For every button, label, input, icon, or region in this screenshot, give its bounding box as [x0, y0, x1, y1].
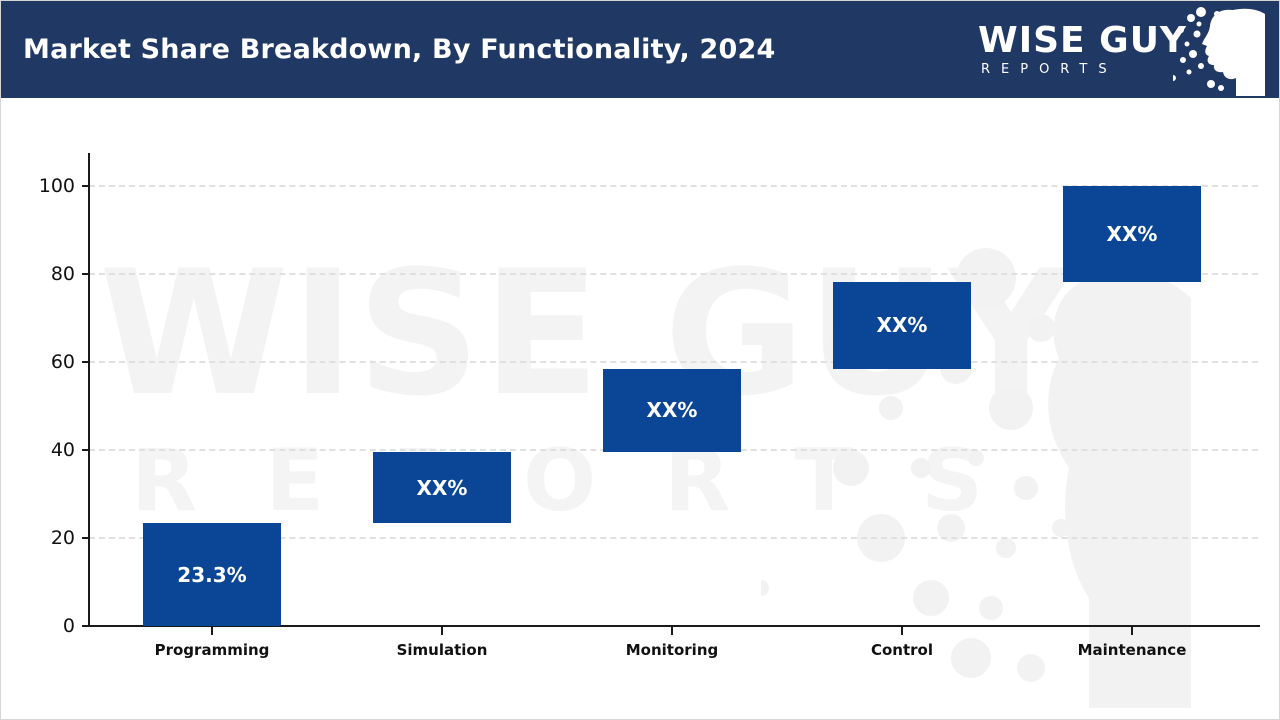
wise-guy-logo: WISE GUY REPORTS — [978, 3, 1265, 96]
bar-value-label-monitoring: XX% — [646, 398, 698, 423]
gridline-100 — [89, 185, 1258, 187]
y-axis-label-0: 0 — [62, 615, 75, 637]
bar-value-label-programming: 23.3% — [177, 562, 247, 587]
bar-maintenance — [1063, 186, 1201, 283]
gridline-60 — [89, 361, 1258, 363]
watermark-face-icon — [761, 248, 1191, 708]
bar-value-label-maintenance: XX% — [1106, 222, 1158, 247]
x-axis-tick-simulation — [441, 627, 443, 635]
bar-monitoring — [603, 368, 741, 452]
x-axis-tick-control — [901, 627, 903, 635]
y-axis-tick-0 — [82, 625, 89, 627]
x-axis-label-monitoring: Monitoring — [625, 641, 719, 659]
y-axis-tick-60 — [82, 361, 89, 363]
header-bar: Market Share Breakdown, By Functionality… — [1, 1, 1279, 98]
page-title: Market Share Breakdown, By Functionality… — [23, 34, 776, 65]
bar-control — [833, 282, 971, 369]
y-axis-tick-40 — [82, 449, 89, 451]
x-axis-tick-programming — [211, 627, 213, 635]
x-axis-line — [89, 625, 1260, 627]
x-axis-label-programming: Programming — [154, 641, 270, 659]
y-axis-line — [88, 153, 90, 626]
x-axis-tick-maintenance — [1131, 627, 1133, 635]
logo-face-icon — [1173, 6, 1265, 96]
logo-subtitle: REPORTS — [980, 61, 1118, 77]
y-axis-label-100: 100 — [38, 175, 75, 197]
logo-wordmark: WISE GUY — [977, 19, 1187, 61]
y-axis-tick-80 — [82, 273, 89, 275]
bar-simulation — [373, 451, 511, 524]
bar-programming — [143, 523, 281, 626]
y-axis-label-40: 40 — [50, 439, 75, 461]
x-axis-label-maintenance: Maintenance — [1077, 641, 1187, 659]
y-axis-tick-100 — [82, 185, 89, 187]
logo-text: WISE GUY REPORTS — [977, 19, 1187, 77]
y-axis-tick-20 — [82, 537, 89, 539]
x-axis-label-simulation: Simulation — [396, 641, 488, 659]
bar-value-label-simulation: XX% — [416, 475, 468, 500]
gridline-80 — [89, 273, 1258, 275]
y-axis-label-80: 80 — [50, 263, 75, 285]
x-axis-tick-monitoring — [671, 627, 673, 635]
bar-value-label-control: XX% — [876, 313, 928, 338]
x-axis-label-control: Control — [870, 641, 934, 659]
y-axis-label-60: 60 — [50, 351, 75, 373]
gridline-20 — [89, 537, 1258, 539]
chart-area: WISE GUY REPORTS 0 20 40 60 80 100 23.3% Progra… — [1, 98, 1279, 719]
y-axis-label-20: 20 — [50, 527, 75, 549]
